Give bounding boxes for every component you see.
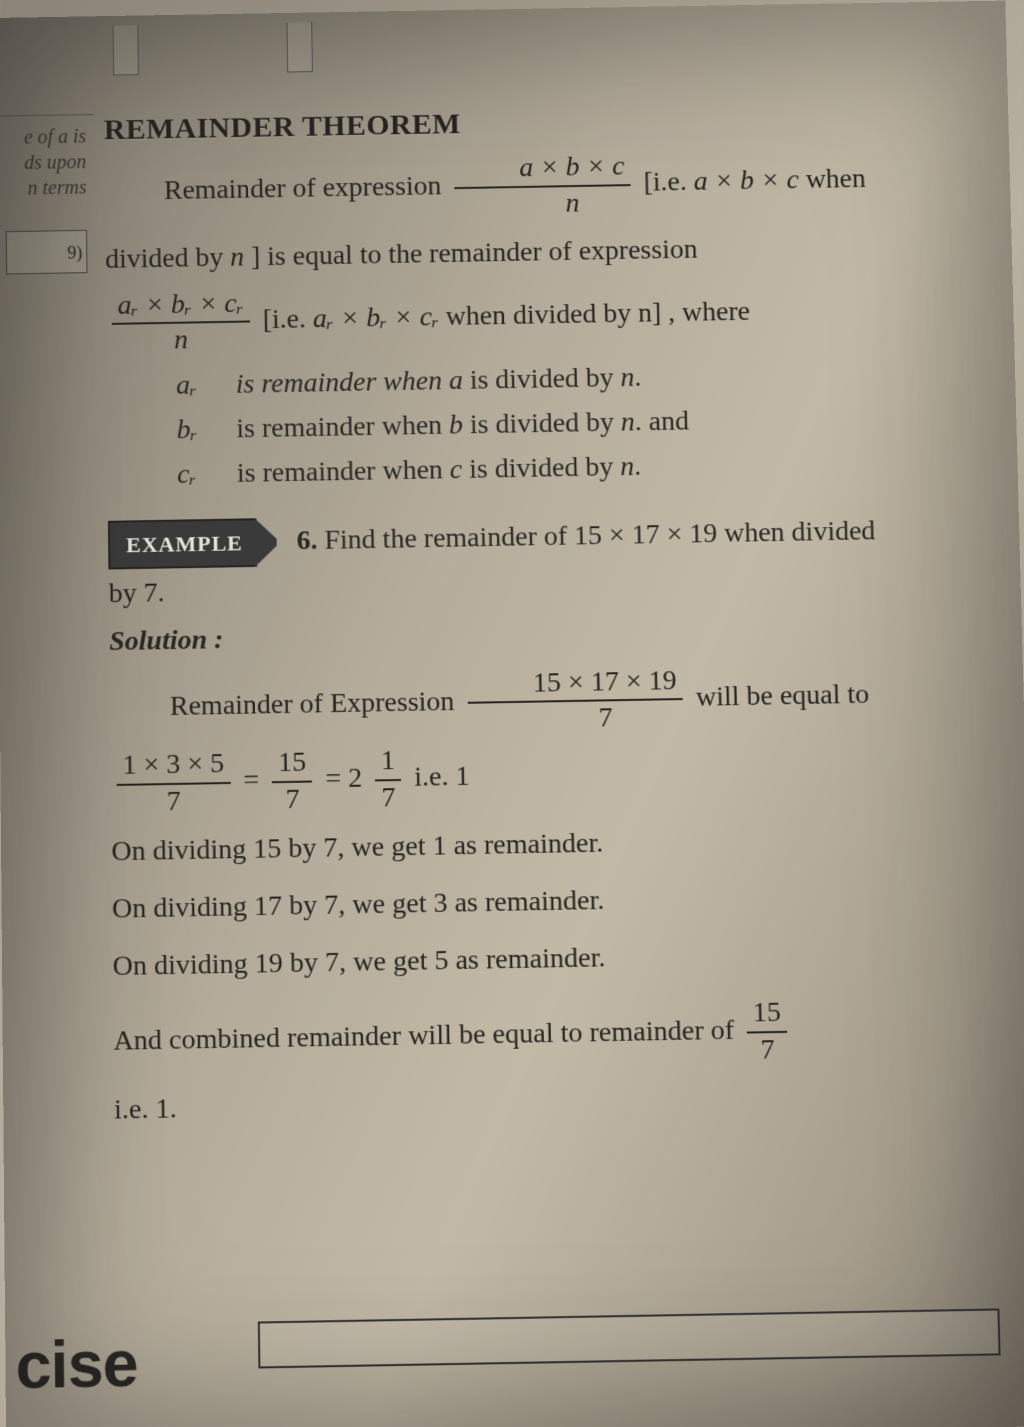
left-margin-text: e of a is ds upon n terms [0, 124, 87, 202]
footer-word: cise [15, 1326, 138, 1404]
text: when divided by n] , where [446, 296, 751, 332]
text: [i.e. [262, 304, 306, 335]
def-text: is remainder when c is divided by n. [237, 445, 642, 496]
numerator: 15 [746, 997, 787, 1033]
solution-line: On dividing 15 by 7, we get 1 as remaind… [111, 812, 994, 877]
example-badge: EXAMPLE [108, 518, 257, 569]
def-text: is remainder when b is divided by n. and [236, 400, 689, 452]
numerator: 15 × 17 × 19 [467, 666, 683, 704]
solution-line: On dividing 17 by 7, we get 3 as remaind… [112, 869, 996, 934]
math-var: n [230, 241, 244, 272]
footer-bar [258, 1308, 1001, 1368]
solution-line: On dividing 19 by 7, we get 5 as remaind… [112, 926, 997, 991]
def-symbol: cᵣ [177, 452, 237, 497]
fraction: aᵣ × bᵣ × cᵣ n [111, 289, 250, 358]
denominator: 7 [747, 1032, 788, 1066]
example-number: 6. [296, 525, 317, 556]
denominator: 7 [117, 784, 231, 819]
text: Remainder of expression [164, 171, 442, 206]
equals-sign: = [243, 765, 259, 796]
text: will be equal to [696, 679, 870, 713]
def-symbol: aᵣ [176, 363, 236, 408]
numerator: 1 [375, 746, 402, 781]
denominator: 7 [375, 781, 402, 814]
fraction: a × b × c n [454, 152, 632, 221]
tab-mark [287, 22, 313, 72]
denominator: 7 [467, 700, 683, 737]
fraction: 15 × 17 × 19 7 [467, 666, 684, 737]
example-text: 6. Find the remainder of 15 × 17 × 19 wh… [296, 511, 875, 563]
top-tab-row [113, 22, 313, 75]
solution-para: And combined remainder will be equal to … [113, 994, 999, 1078]
fraction: 15 7 [272, 748, 313, 816]
example-badge-label: EXAMPLE [126, 526, 243, 561]
fraction: 1 7 [375, 746, 402, 814]
numerator: 1 × 3 × 5 [116, 749, 230, 786]
fraction: 1 × 3 × 5 7 [116, 749, 231, 819]
math-expr: aᵣ × bᵣ × cᵣ [313, 301, 439, 334]
section-heading: REMAINDER THEOREM [104, 99, 975, 147]
numerator: a × b × c [454, 152, 631, 189]
solution-line: i.e. 1. [114, 1070, 1001, 1135]
equals-expr: = 2 [325, 763, 362, 795]
page-surface: e of a is ds upon n terms 9) REMAINDER T… [0, 1, 1024, 1427]
numerator: 15 [272, 748, 313, 784]
margin-box: 9) [6, 230, 88, 275]
theorem-para: divided by n ] is equal to the remainder… [105, 220, 979, 283]
math-expr: a × b × c [693, 165, 799, 197]
text: i.e. 1 [414, 761, 470, 793]
text: [i.e. [643, 167, 687, 198]
text: when [805, 164, 866, 195]
margin-line: n terms [0, 175, 87, 202]
text: ] is equal to the remainder of expressio… [251, 234, 698, 272]
text: divided by [105, 242, 223, 275]
text: Remainder of Expression [170, 686, 455, 722]
solution-para: Remainder of Expression 15 × 17 × 19 7 w… [110, 660, 991, 743]
denominator: 7 [272, 783, 313, 817]
solution-label: Solution : [109, 610, 988, 657]
def-text: is remainder when a is divided by n. [236, 356, 642, 407]
margin-line: ds upon [0, 149, 86, 176]
denominator: n [112, 323, 250, 358]
solution-para: 1 × 3 × 5 7 = 15 7 = 2 1 7 i.e. 1 [110, 736, 992, 819]
numerator: aᵣ × bᵣ × cᵣ [111, 289, 249, 326]
margin-box-label: 9) [67, 243, 82, 263]
tab-mark [113, 25, 139, 75]
denominator: n [454, 186, 631, 221]
definition-list: aᵣ is remainder when a is divided by n. … [176, 350, 984, 497]
theorem-para: aᵣ × bᵣ × cᵣ n [i.e. aᵣ × bᵣ × cᵣ when d… [106, 276, 981, 358]
margin-line: e of a is [0, 124, 86, 151]
fraction: 15 7 [746, 997, 788, 1066]
theorem-para: Remainder of expression a × b × c n [i.e… [104, 146, 977, 227]
main-content: REMAINDER THEOREM Remainder of expressio… [104, 99, 1001, 1143]
margin-rule [0, 114, 94, 117]
def-symbol: bᵣ [176, 408, 236, 453]
text: Find the remainder of 15 × 17 × 19 when … [324, 516, 875, 556]
text: And combined remainder will be equal to … [113, 1015, 734, 1057]
